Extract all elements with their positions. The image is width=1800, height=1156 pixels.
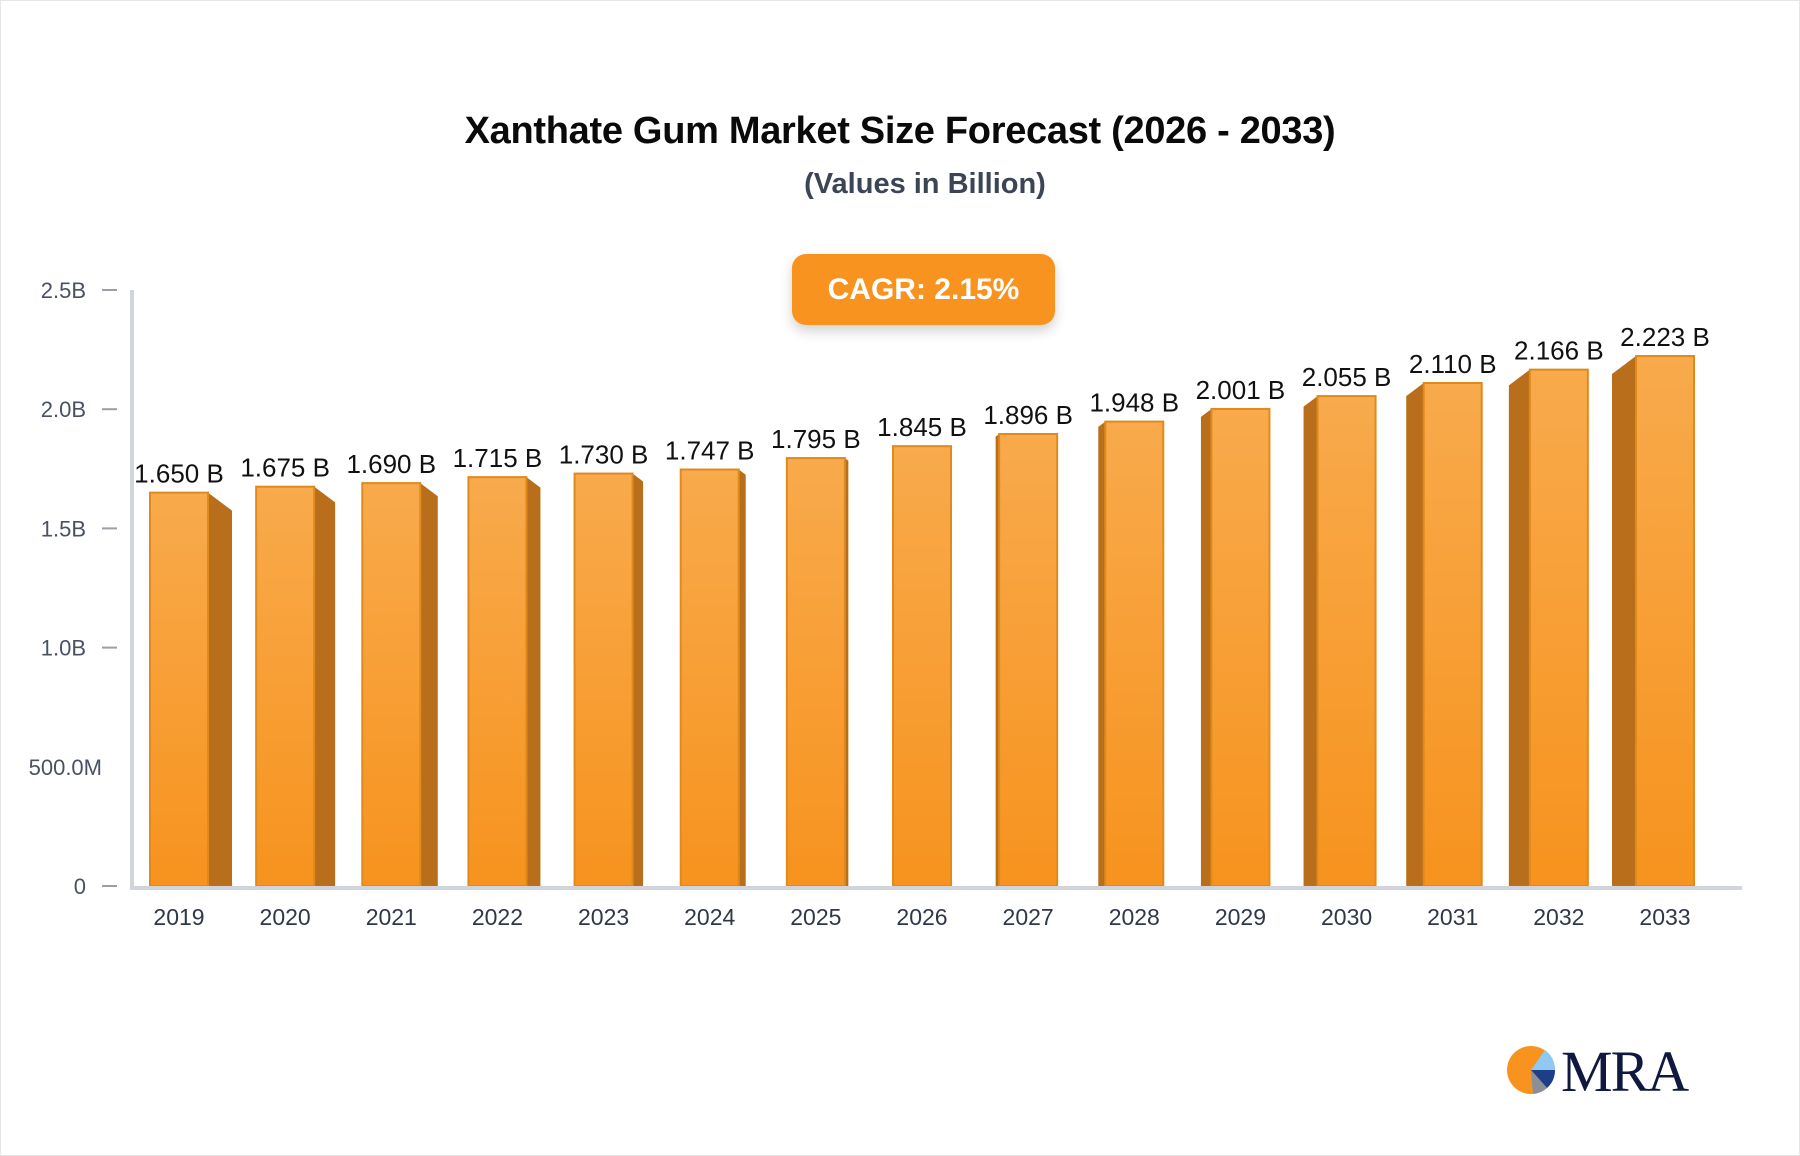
bar-front — [467, 476, 528, 887]
x-tick-label: 2033 — [1639, 904, 1690, 930]
bar-2026[interactable]: 1.845 B 2026 — [877, 412, 967, 930]
bar-front — [573, 472, 634, 887]
mra-logo: MRA — [1505, 1039, 1695, 1104]
bar-2025[interactable]: 1.795 B 2025 — [771, 424, 861, 930]
x-tick-label: 2024 — [684, 904, 735, 930]
y-tick: 0 — [74, 874, 117, 899]
value-label: 1.675 B — [240, 453, 330, 483]
y-tick: 2.5B — [41, 278, 117, 303]
bar-2031[interactable]: 2.110 B 2031 — [1406, 349, 1497, 930]
value-label: 1.690 B — [346, 449, 436, 479]
bar-front — [255, 485, 316, 887]
bar-front — [1422, 381, 1483, 887]
bar-2032[interactable]: 2.166 B 2032 — [1508, 336, 1604, 930]
x-tick-label: 2022 — [472, 904, 523, 930]
bar-front — [1635, 355, 1695, 887]
bar-front — [1528, 368, 1589, 887]
value-label: 2.055 B — [1302, 362, 1392, 392]
x-tick-label: 2023 — [578, 904, 629, 930]
bar-front — [361, 482, 422, 887]
value-label: 2.110 B — [1409, 349, 1497, 379]
y-tick: 1.0B — [41, 636, 117, 661]
chart-subtitle: (Values in Billion) — [804, 168, 1046, 200]
value-label: 1.715 B — [453, 443, 543, 473]
value-label: 1.747 B — [665, 436, 755, 466]
logo-text: MRA — [1561, 1039, 1689, 1104]
value-label: 1.795 B — [771, 424, 861, 454]
value-label: 1.896 B — [983, 400, 1073, 430]
x-tick-label: 2027 — [1003, 904, 1054, 930]
bar-2027[interactable]: 1.896 B 2027 — [983, 400, 1073, 930]
bar-2021[interactable]: 1.690 B 2021 — [346, 449, 438, 930]
value-label: 1.650 B — [134, 459, 224, 489]
x-tick-label: 2030 — [1321, 904, 1372, 930]
value-label: 1.948 B — [1089, 388, 1179, 418]
y-tick-label: 1.5B — [41, 516, 86, 541]
bar-front — [1210, 407, 1271, 887]
bar-2020[interactable]: 1.675 B 2020 — [240, 453, 336, 930]
y-tick-label: 1.0B — [41, 636, 86, 661]
y-tick-label: 0 — [74, 874, 86, 899]
x-tick-label: 2028 — [1109, 904, 1160, 930]
x-tick-label: 2031 — [1427, 904, 1478, 930]
x-tick-label: 2020 — [260, 904, 311, 930]
pie-logo-icon — [1507, 1046, 1556, 1094]
x-tick-label: 2019 — [153, 904, 204, 930]
bar-front — [785, 457, 846, 887]
value-label: 1.845 B — [877, 412, 967, 442]
bar-2019[interactable]: 1.650 B 2019 — [134, 459, 232, 930]
bar-front — [998, 432, 1059, 887]
x-tick-label: 2029 — [1215, 904, 1266, 930]
x-tick-label: 2026 — [896, 904, 947, 930]
y-tick-label: 500.0M — [29, 755, 102, 780]
bar-2029[interactable]: 2.001 B 2029 — [1196, 375, 1286, 930]
bar-front — [1104, 420, 1165, 887]
y-tick: 1.5B — [41, 516, 117, 541]
value-label: 2.223 B — [1620, 322, 1710, 352]
bar-2028[interactable]: 1.948 B 2028 — [1089, 388, 1179, 930]
bar-2030[interactable]: 2.055 B 2030 — [1302, 362, 1392, 930]
value-label: 2.001 B — [1196, 375, 1286, 405]
bar-front — [892, 445, 952, 887]
bar-2022[interactable]: 1.715 B 2022 — [453, 443, 543, 930]
bar-2024[interactable]: 1.747 B 2024 — [665, 436, 755, 930]
bar-front — [1316, 395, 1377, 887]
bar-front — [679, 468, 740, 887]
y-tick-label: 2.0B — [41, 397, 86, 422]
bar-front — [149, 491, 209, 887]
y-tick: 2.0B — [41, 397, 117, 422]
bar-2033[interactable]: 2.223 B 2033 — [1612, 322, 1710, 930]
y-tick-label: 2.5B — [41, 278, 86, 303]
x-tick-label: 2032 — [1533, 904, 1584, 930]
bar-2023[interactable]: 1.730 B 2023 — [559, 440, 649, 930]
value-label: 2.166 B — [1514, 336, 1604, 366]
value-label: 1.730 B — [559, 440, 649, 470]
y-tick: 500.0M — [29, 755, 102, 780]
x-tick-label: 2021 — [366, 904, 417, 930]
chart-title: Xanthate Gum Market Size Forecast (2026 … — [464, 110, 1336, 152]
cagr-badge: CAGR: 2.15% — [792, 254, 1055, 325]
x-tick-label: 2025 — [790, 904, 841, 930]
